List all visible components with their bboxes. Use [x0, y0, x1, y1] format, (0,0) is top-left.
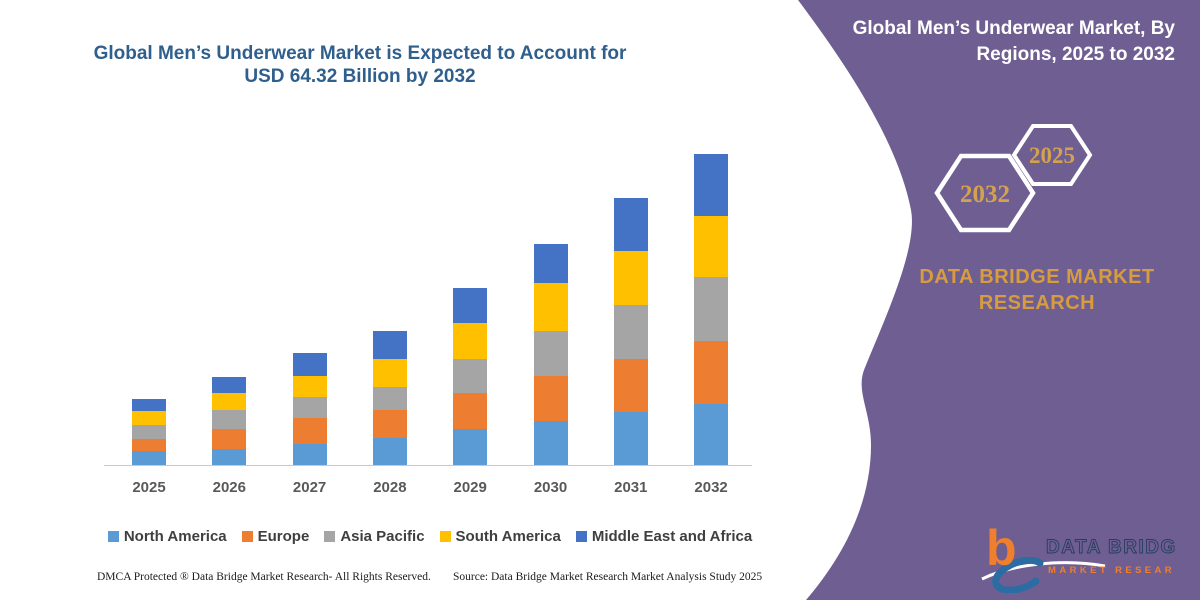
legend-item-asia-pacific: Asia Pacific	[324, 528, 425, 545]
legend-swatch-icon	[575, 531, 587, 542]
segment-middle-east-and-africa-2032	[694, 153, 729, 216]
segment-north-america-2032	[694, 404, 729, 465]
chart-title-line1: Global Men’s Underwear Market is Expecte…	[93, 43, 627, 64]
x-axis-label-2031: 2031	[614, 479, 648, 496]
segment-middle-east-and-africa-2028	[372, 331, 407, 359]
segment-asia-pacific-2026	[212, 410, 247, 430]
legend-swatch-icon	[241, 531, 253, 542]
x-axis-label-2032: 2032	[694, 479, 728, 496]
segment-europe-2031	[613, 358, 648, 412]
segment-middle-east-and-africa-2031	[613, 197, 648, 252]
segment-middle-east-and-africa-2030	[533, 243, 568, 283]
segment-asia-pacific-2025	[132, 424, 166, 439]
segment-middle-east-and-africa-2029	[453, 287, 488, 323]
segment-south-america-2028	[372, 358, 407, 387]
bar-2030	[533, 243, 568, 465]
segment-south-america-2029	[453, 322, 488, 359]
legend-item-north-america: North America	[107, 528, 227, 545]
legend-label: South America	[455, 528, 561, 545]
chart-legend: North America Europe Asia Pacific South Ame…	[85, 528, 775, 545]
legend-label: Middle East and Africa	[591, 528, 753, 545]
legend-swatch-icon	[324, 531, 336, 542]
x-axis-label-2027: 2027	[292, 479, 327, 496]
segment-south-america-2027	[292, 376, 327, 398]
segment-asia-pacific-2029	[453, 358, 488, 394]
legend-item-europe: Europe	[241, 528, 310, 545]
panel-title-line2: Regions, 2025 to 2032	[976, 44, 1175, 65]
segment-asia-pacific-2027	[292, 397, 327, 419]
segment-europe-2028	[372, 409, 407, 438]
bar-2031	[613, 197, 648, 465]
bar-2029	[453, 287, 488, 465]
brand-text: DATA BRIDGE MARKET RESEARCH	[919, 266, 1155, 314]
hexagon-2025	[1011, 124, 1093, 186]
segment-north-america-2030	[533, 421, 568, 465]
logo-wordmark: DATA BRIDGE	[1046, 537, 1175, 558]
segment-north-america-2026	[212, 449, 247, 465]
segment-asia-pacific-2032	[694, 276, 729, 341]
segment-asia-pacific-2030	[533, 331, 568, 377]
logo-b-icon: b	[986, 520, 1017, 576]
segment-north-america-2031	[613, 411, 648, 465]
legend-label: Asia Pacific	[340, 528, 425, 545]
source-note: Source: Data Bridge Market Research Mark…	[453, 571, 763, 583]
chart-title-line2: USD 64.32 Billion by 2032	[244, 66, 476, 87]
logo-tagline: MARKET RESEARCH	[1048, 565, 1175, 576]
segment-south-america-2026	[212, 393, 247, 411]
x-axis-line	[104, 465, 752, 466]
segment-south-america-2032	[694, 215, 729, 277]
legend-swatch-icon	[439, 531, 451, 542]
x-axis-label-2029: 2029	[453, 479, 487, 496]
chart-title: Global Men’s Underwear Market is Expecte…	[55, 42, 665, 88]
x-axis-label-2026: 2026	[212, 479, 246, 496]
dmca-notice: DMCA Protected ® Data Bridge Market Rese…	[97, 571, 431, 583]
segment-middle-east-and-africa-2027	[292, 353, 327, 377]
segment-asia-pacific-2028	[372, 386, 407, 410]
legend-label: Europe	[257, 528, 310, 545]
x-axis-label-2030: 2030	[533, 479, 568, 496]
hexagon-2032	[934, 153, 1036, 233]
segment-north-america-2025	[132, 450, 166, 465]
hexagon-2032-label: 2032	[960, 181, 1010, 208]
x-axis-label-2025: 2025	[132, 479, 166, 496]
segment-middle-east-and-africa-2025	[132, 398, 166, 411]
segment-south-america-2030	[533, 282, 568, 332]
panel-title: Global Men’s Underwear Market, By Region…	[845, 16, 1175, 68]
segment-asia-pacific-2031	[613, 305, 648, 359]
legend-swatch-icon	[107, 531, 119, 542]
data-bridge-logo: b DATA BRIDGE MARKET RESEARCH	[981, 520, 1175, 593]
bar-2032	[694, 153, 729, 465]
panel-title-line1: Global Men’s Underwear Market, By	[852, 18, 1175, 39]
segment-middle-east-and-africa-2026	[212, 376, 247, 394]
segment-europe-2026	[212, 429, 247, 449]
bar-2026	[212, 376, 247, 465]
bar-2025	[132, 398, 166, 465]
hexagon-2025-label: 2025	[1029, 143, 1075, 168]
legend-item-south-america: South America	[439, 528, 561, 545]
segment-europe-2030	[533, 376, 568, 422]
segment-north-america-2029	[453, 429, 488, 465]
segment-europe-2029	[453, 393, 488, 430]
segment-north-america-2027	[292, 444, 327, 465]
bar-2028	[372, 331, 407, 465]
legend-label: North America	[123, 528, 227, 545]
segment-south-america-2031	[613, 251, 648, 306]
segment-north-america-2028	[372, 437, 407, 465]
x-axis-label-2028: 2028	[373, 479, 407, 496]
hexagon-years-graphic: 2032 2025	[934, 124, 1093, 233]
legend-item-middle-east-and-africa: Middle East and Africa	[575, 528, 753, 545]
segment-europe-2027	[292, 418, 327, 445]
logo-blue-swoosh-icon	[992, 556, 1044, 593]
segment-south-america-2025	[132, 410, 166, 425]
bar-2027	[292, 353, 327, 465]
segment-europe-2032	[694, 340, 729, 405]
segment-europe-2025	[132, 438, 166, 451]
